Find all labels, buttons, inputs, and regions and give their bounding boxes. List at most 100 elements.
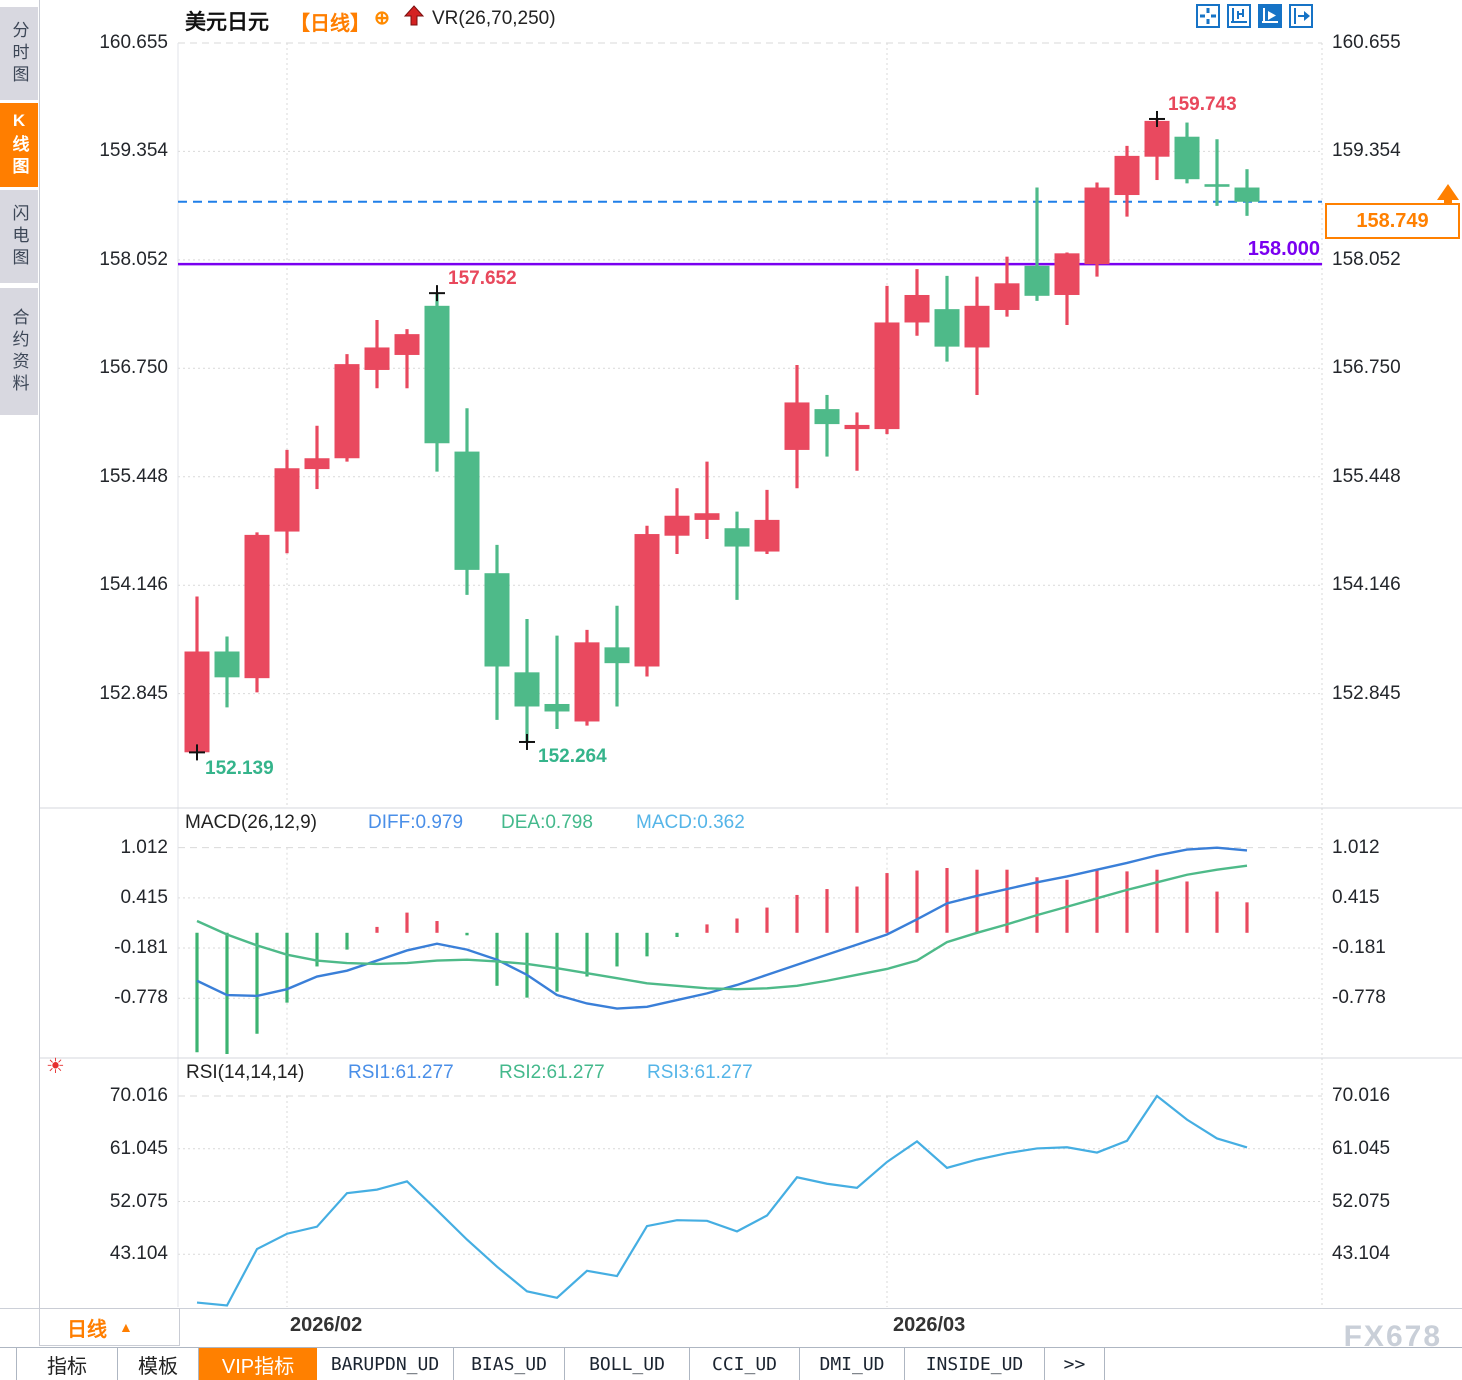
bottom-tab-barupdn-ud[interactable]: BARUPDN_UD [317, 1348, 454, 1380]
candle-body [904, 294, 930, 323]
red-up-arrow-icon [403, 5, 425, 26]
macd-tick-left: 0.415 [120, 886, 168, 908]
timeframe-arrow-icon: ▲ [119, 1319, 133, 1335]
rsi2-value: RSI2:61.277 [499, 1062, 605, 1083]
macd-tick-left: -0.778 [114, 987, 168, 1009]
candle-body [1084, 187, 1110, 265]
price-tick-left: 154.146 [99, 574, 168, 596]
candle-body [1114, 155, 1140, 196]
timeframe-selector[interactable]: 日线 ▲ [39, 1308, 180, 1346]
vr-indicator-label: VR(26,70,250) [432, 8, 556, 29]
price-tick-right: 159.354 [1332, 140, 1401, 162]
x-axis-month-label: 2026/02 [290, 1314, 363, 1336]
bottom-tab-vip指标[interactable]: VIP指标 [199, 1348, 317, 1380]
sun-settings-icon[interactable]: ☀ [46, 1055, 65, 1078]
pan-right-icon[interactable] [1289, 4, 1313, 28]
candle-body [574, 642, 600, 722]
axis-play-icon[interactable] [1258, 4, 1282, 28]
rsi-tick-left: 70.016 [109, 1085, 168, 1106]
candle-body [694, 513, 720, 520]
candle-body [604, 647, 630, 664]
rsi-tick-left: 43.104 [109, 1243, 168, 1265]
price-tick-right: 154.146 [1332, 574, 1401, 596]
swing-low-label-2: 152.264 [538, 746, 607, 767]
candle-body [394, 334, 420, 355]
macd-value: MACD:0.362 [636, 812, 745, 833]
sidebar-tab-1[interactable]: 分时图 [0, 7, 38, 100]
bottom-tab-bias-ud[interactable]: BIAS_UD [454, 1348, 565, 1380]
price-tick-right: 152.845 [1332, 682, 1401, 704]
candle-body [724, 528, 750, 547]
candle-body [1204, 184, 1230, 187]
bottom-tab-指标[interactable]: 指标 [16, 1348, 118, 1380]
bottom-tab-dmi-ud[interactable]: DMI_UD [800, 1348, 905, 1380]
rsi-title[interactable]: RSI(14,14,14) [186, 1062, 305, 1083]
candle-body [484, 573, 510, 667]
candle-body [424, 305, 450, 444]
candle-body [214, 651, 240, 678]
left-sidebar: 分时图 K线图 闪电图合约资料 [0, 0, 40, 1380]
circle-plus-icon[interactable]: ⊕ [374, 8, 390, 29]
candle-body [184, 651, 210, 753]
macd-tick-right: 0.415 [1332, 886, 1380, 908]
candle-body [964, 305, 990, 348]
candle-body [664, 515, 690, 536]
rsi-line [196, 1094, 1248, 1307]
macd-dea-line [196, 864, 1248, 991]
candle-body [994, 283, 1020, 310]
rsi-tick-left: 52.075 [109, 1190, 168, 1212]
symbol-title: 美元日元 [185, 11, 269, 34]
price-tick-left: 156.750 [99, 357, 168, 379]
bottom-tab--[interactable]: >> [1045, 1348, 1105, 1380]
macd-diff-value: DIFF:0.979 [368, 812, 464, 833]
price-tick-right: 158.052 [1332, 248, 1401, 270]
candle-body [304, 458, 330, 470]
x-axis-month-label: 2026/03 [893, 1314, 966, 1336]
rsi-tick-right: 61.045 [1332, 1137, 1391, 1159]
rsi-tick-left: 61.045 [109, 1137, 168, 1159]
macd-title[interactable]: MACD(26,12,9) [185, 812, 317, 833]
bottom-tab-inside-ud[interactable]: INSIDE_UD [905, 1348, 1045, 1380]
axis-fit-icon[interactable] [1227, 4, 1251, 28]
rsi-tick-right: 43.104 [1332, 1243, 1391, 1265]
candle-body [1054, 253, 1080, 295]
bottom-tab-cci-ud[interactable]: CCI_UD [690, 1348, 800, 1380]
sidebar-tab-3[interactable]: 闪电图 [0, 190, 38, 283]
macd-tick-right: 1.012 [1332, 836, 1380, 858]
macd-tick-left: -0.181 [114, 937, 168, 959]
swing-low-label-1: 152.139 [205, 758, 274, 779]
bottom-tab-模板[interactable]: 模板 [118, 1348, 199, 1380]
macd-tick-right: -0.181 [1332, 937, 1386, 959]
candle-body [1174, 136, 1200, 180]
timeframe-tag: 【日线】 [290, 13, 370, 35]
macd-tick-left: 1.012 [120, 836, 168, 858]
rsi3-value: RSI3:61.277 [647, 1062, 753, 1083]
price-tick-right: 160.655 [1332, 32, 1401, 53]
sidebar-tab-2[interactable]: K线图 [0, 103, 38, 187]
candle-body [334, 364, 360, 459]
candle-body [244, 534, 270, 679]
price-tick-right: 156.750 [1332, 357, 1401, 379]
candle-body [784, 402, 810, 450]
rsi-tick-right: 52.075 [1332, 1190, 1391, 1212]
purple-level-label: 158.000 [1247, 238, 1320, 260]
candle-body [544, 703, 570, 712]
candle-body [754, 519, 780, 552]
sidebar-tab-4[interactable]: 合约资料 [0, 288, 38, 415]
candle-body [514, 672, 540, 707]
indicator-tab-bar: 指标 模板 VIP指标 BARUPDN_UD BIAS_UD BOLL_UD CCI_UD D… [0, 1347, 1462, 1380]
candle-body [1234, 187, 1260, 202]
x-axis-strip [0, 1308, 1462, 1348]
candle-body [844, 424, 870, 430]
crosshair-move-icon[interactable] [1196, 4, 1220, 28]
candle-body [814, 409, 840, 425]
price-tick-left: 159.354 [99, 140, 168, 162]
price-tick-left: 158.052 [99, 248, 168, 270]
current-price-tag: 158.749 [1325, 203, 1460, 239]
candle-body [634, 534, 660, 667]
price-tick-right: 155.448 [1332, 465, 1401, 487]
bottom-tab-boll-ud[interactable]: BOLL_UD [565, 1348, 690, 1380]
swing-high-label-1: 157.652 [448, 268, 517, 289]
